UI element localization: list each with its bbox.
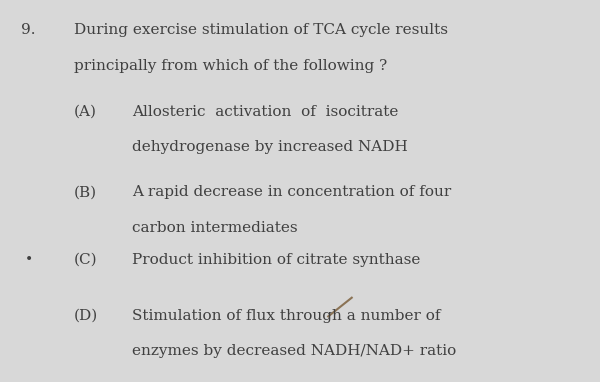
Text: (B): (B) (74, 185, 97, 199)
Text: (A): (A) (74, 105, 97, 119)
Text: (D): (D) (74, 309, 98, 323)
Text: A rapid decrease in concentration of four: A rapid decrease in concentration of fou… (133, 185, 452, 199)
Text: Allosteric  activation  of  isocitrate: Allosteric activation of isocitrate (133, 105, 399, 119)
Text: dehydrogenase by increased NADH: dehydrogenase by increased NADH (133, 140, 408, 154)
Text: principally from which of the following ?: principally from which of the following … (74, 59, 387, 73)
Text: During exercise stimulation of TCA cycle results: During exercise stimulation of TCA cycle… (74, 23, 448, 37)
Text: carbon intermediates: carbon intermediates (133, 221, 298, 235)
Text: (C): (C) (74, 253, 97, 267)
Text: •: • (25, 253, 33, 267)
Text: Stimulation of flux through a number of: Stimulation of flux through a number of (133, 309, 441, 323)
Text: Product inhibition of citrate synthase: Product inhibition of citrate synthase (133, 253, 421, 267)
Text: enzymes by decreased NADH/NAD+ ratio: enzymes by decreased NADH/NAD+ ratio (133, 344, 457, 358)
Text: 9.: 9. (21, 23, 35, 37)
